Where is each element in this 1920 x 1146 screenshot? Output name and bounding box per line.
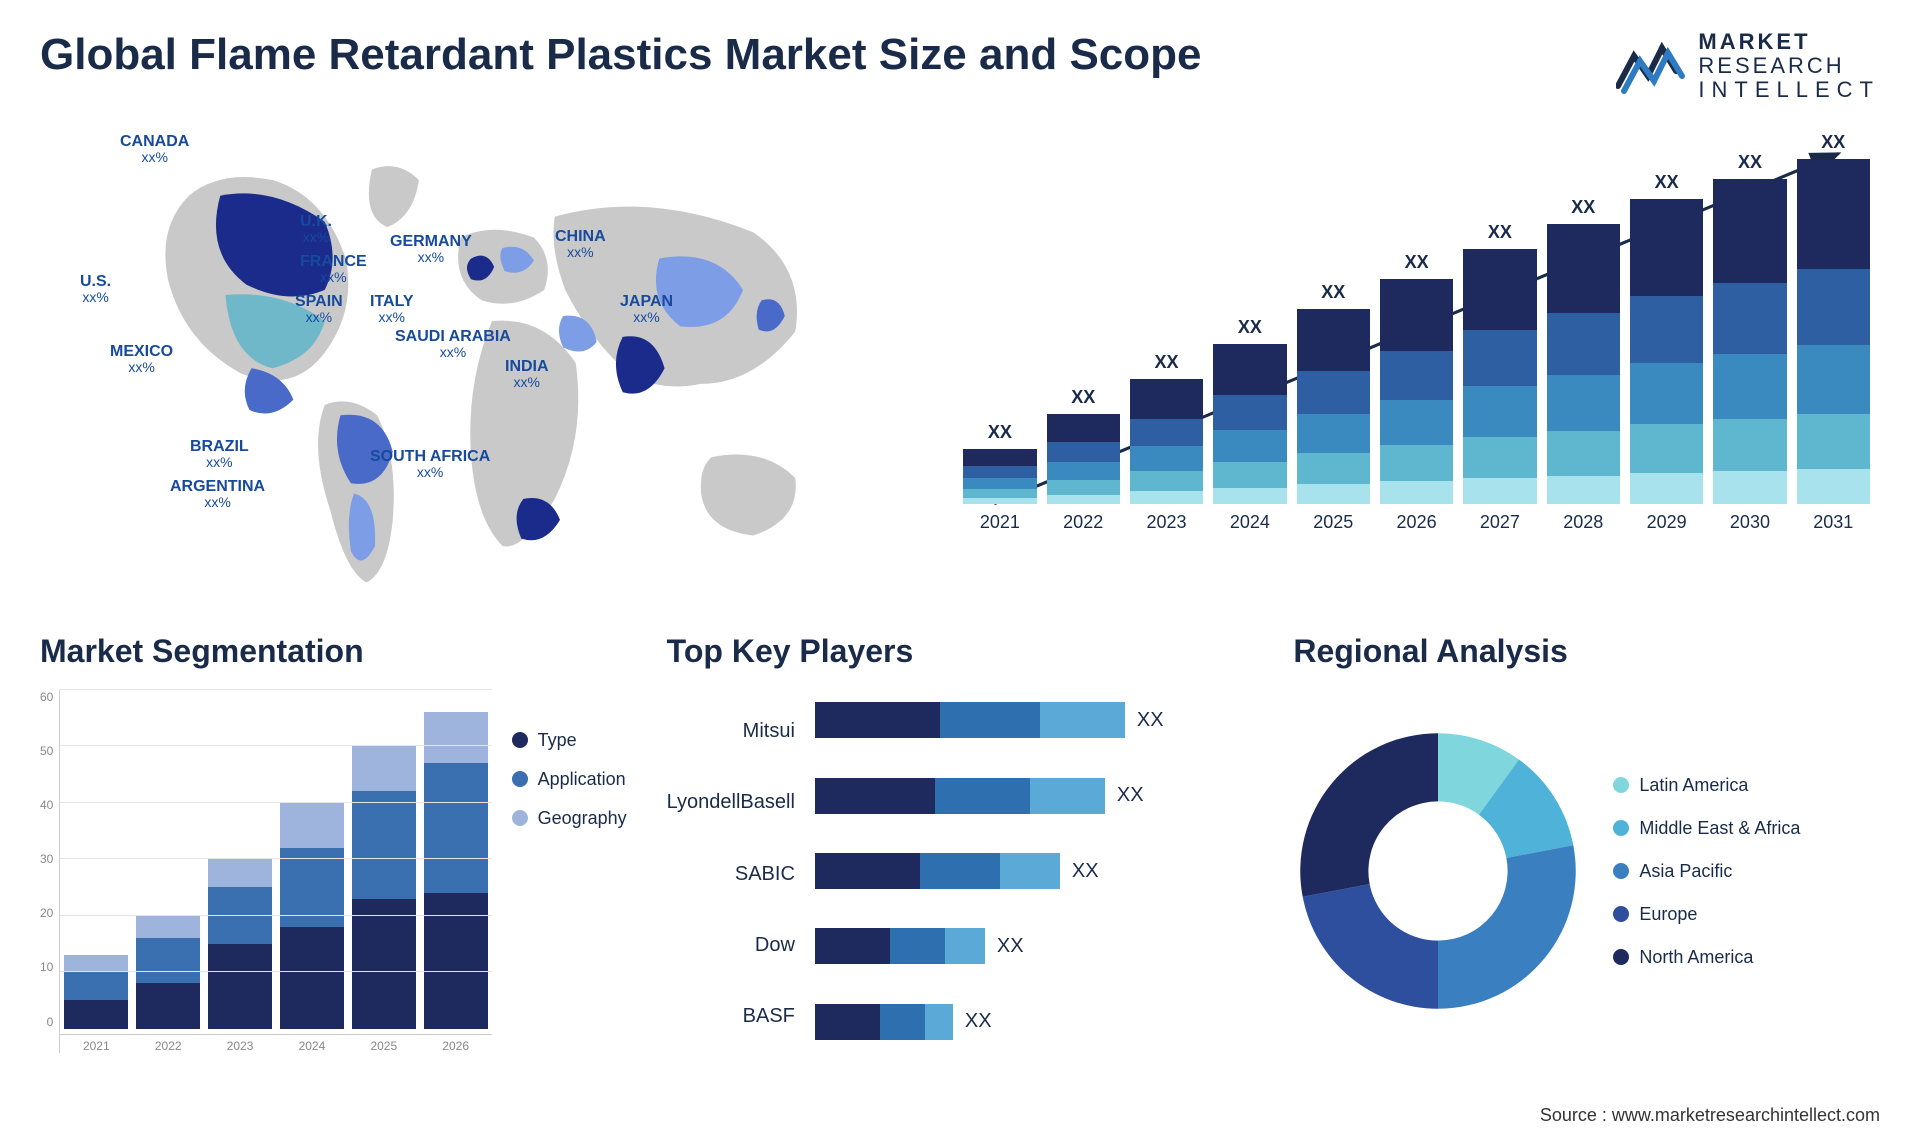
map-label: CANADAxx%: [120, 133, 189, 166]
segmentation-panel: Market Segmentation 0102030405060 202120…: [40, 633, 627, 1053]
map-label: CHINAxx%: [555, 228, 606, 261]
growth-chart-panel: XX2021XX2022XX2023XX2024XX2025XX2026XX20…: [953, 133, 1880, 593]
map-label: ITALYxx%: [370, 293, 414, 326]
growth-bar: XX2029: [1630, 172, 1703, 533]
logo-line3: INTELLECT: [1698, 78, 1880, 102]
segmentation-title: Market Segmentation: [40, 633, 627, 670]
map-label: BRAZILxx%: [190, 438, 249, 471]
segmentation-y-axis: 0102030405060: [40, 690, 59, 1053]
player-bar: XX: [815, 928, 1253, 964]
map-label: JAPANxx%: [620, 293, 673, 326]
segmentation-bar: [352, 746, 416, 1029]
growth-bar: XX2023: [1130, 352, 1203, 533]
legend-item: Asia Pacific: [1613, 861, 1800, 882]
growth-bar: XX2030: [1713, 152, 1786, 533]
player-bar: XX: [815, 702, 1253, 738]
segmentation-plot: 202120222023202420252026: [59, 690, 491, 1053]
legend-item: Geography: [512, 808, 627, 829]
segmentation-bar: [64, 955, 128, 1028]
key-players-bars: XX XX XX XX XX: [815, 690, 1253, 1053]
growth-bar: XX2022: [1047, 387, 1120, 533]
growth-bar: XX2027: [1463, 222, 1536, 533]
legend-item: Latin America: [1613, 775, 1800, 796]
world-map-panel: CANADAxx% U.S.xx% MEXICOxx% BRAZILxx% ARGENT…: [40, 133, 923, 593]
player-bar: XX: [815, 1004, 1253, 1040]
growth-bar: XX2031: [1797, 132, 1870, 533]
segmentation-bar: [136, 916, 200, 1029]
segmentation-bar: [424, 712, 488, 1028]
brand-logo: MARKET RESEARCH INTELLECT: [1616, 30, 1880, 103]
map-label: ARGENTINAxx%: [170, 478, 265, 511]
regional-title: Regional Analysis: [1293, 633, 1880, 670]
legend-item: Type: [512, 730, 627, 751]
legend-item: Middle East & Africa: [1613, 818, 1800, 839]
map-label: INDIAxx%: [505, 358, 549, 391]
player-label: Mitsui: [743, 720, 795, 743]
donut-slice: [1301, 733, 1439, 897]
map-label: SPAINxx%: [295, 293, 343, 326]
segmentation-bar: [208, 859, 272, 1029]
key-players-title: Top Key Players: [667, 633, 1254, 670]
segmentation-legend: Type Application Geography: [512, 690, 627, 1053]
player-label: LyondellBasell: [667, 791, 795, 814]
map-label: MEXICOxx%: [110, 343, 173, 376]
map-label: SAUDI ARABIAxx%: [395, 328, 511, 361]
key-players-labels: Mitsui LyondellBasell SABIC Dow BASF: [667, 690, 795, 1053]
map-label: SOUTH AFRICAxx%: [370, 448, 490, 481]
legend-item: North America: [1613, 947, 1800, 968]
map-label: FRANCExx%: [300, 253, 367, 286]
regional-donut: [1293, 726, 1583, 1016]
logo-line2: RESEARCH: [1698, 54, 1880, 78]
donut-slice: [1303, 884, 1438, 1009]
player-label: SABIC: [735, 863, 795, 886]
segmentation-bar: [280, 803, 344, 1029]
growth-bar: XX2021: [963, 422, 1036, 533]
map-label: GERMANYxx%: [390, 233, 472, 266]
regional-panel: Regional Analysis Latin America Middle Ea…: [1293, 633, 1880, 1053]
map-label: U.K.xx%: [300, 213, 332, 246]
player-bar: XX: [815, 778, 1253, 814]
logo-line1: MARKET: [1698, 30, 1880, 54]
player-label: Dow: [755, 934, 795, 957]
page-title: Global Flame Retardant Plastics Market S…: [40, 30, 1202, 80]
legend-item: Application: [512, 769, 627, 790]
donut-slice: [1438, 845, 1576, 1009]
growth-bar: XX2028: [1547, 197, 1620, 533]
growth-bar: XX2025: [1297, 282, 1370, 533]
player-bar: XX: [815, 853, 1253, 889]
logo-icon: [1616, 36, 1686, 96]
legend-item: Europe: [1613, 904, 1800, 925]
growth-bar: XX2024: [1213, 317, 1286, 533]
growth-bar: XX2026: [1380, 252, 1453, 533]
player-label: BASF: [743, 1005, 795, 1028]
source-attribution: Source : www.marketresearchintellect.com: [1540, 1105, 1880, 1126]
key-players-panel: Top Key Players Mitsui LyondellBasell SABI…: [667, 633, 1254, 1053]
map-label: U.S.xx%: [80, 273, 111, 306]
regional-legend: Latin America Middle East & Africa Asia Pa…: [1613, 775, 1800, 968]
